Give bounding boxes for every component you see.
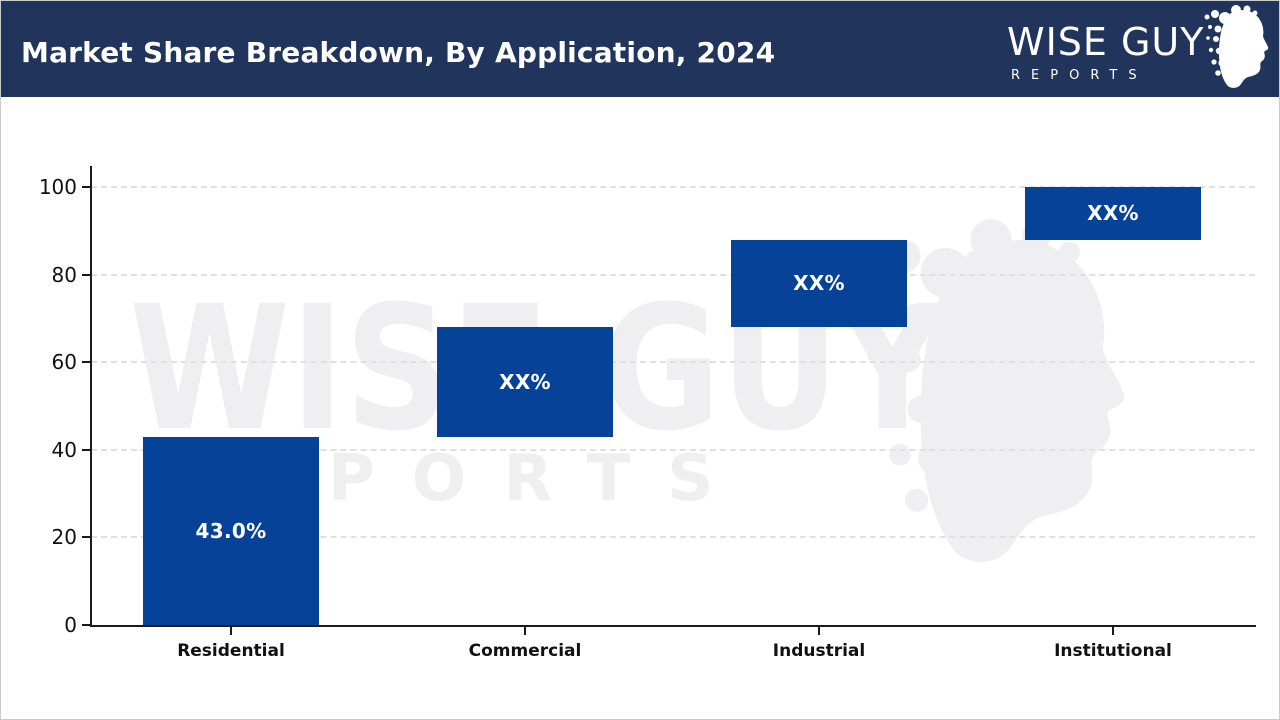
bar-value-label: XX% <box>1087 201 1139 226</box>
y-axis <box>90 166 92 627</box>
y-tick-label: 20 <box>51 525 77 550</box>
y-tick-mark <box>82 448 91 451</box>
x-tick-mark <box>818 627 820 635</box>
gridline <box>91 361 1255 364</box>
bar-value-label: XX% <box>499 369 551 394</box>
x-tick-mark <box>524 627 526 635</box>
gridline <box>91 186 1255 188</box>
y-tick-mark <box>82 273 91 276</box>
x-axis <box>90 625 1256 627</box>
x-tick-label: Industrial <box>772 641 866 661</box>
chart-area: 0 20 40 60 80 100 43.0% Residential XX% Commercia… <box>1 97 1279 719</box>
y-tick-mark <box>82 186 91 188</box>
x-tick-label: Institutional <box>1054 641 1172 661</box>
y-tick-label: 40 <box>51 437 77 462</box>
logo-wordmark: WISE GUY <box>1007 20 1204 64</box>
bar-institutional: XX% <box>1025 187 1201 240</box>
y-tick-mark <box>82 361 91 364</box>
x-tick-label: Commercial <box>468 641 582 661</box>
logo-reports-label: REPORTS <box>1011 68 1148 83</box>
bar-residential: 43.0% <box>143 436 319 625</box>
gridline <box>91 536 1255 539</box>
x-tick-mark <box>230 627 232 635</box>
y-tick-label: 60 <box>51 350 77 375</box>
header-bar: Market Share Breakdown, By Application, … <box>1 1 1279 97</box>
y-tick-label: 100 <box>38 175 77 199</box>
y-tick-mark <box>82 624 91 626</box>
y-tick-label: 80 <box>51 262 77 287</box>
x-tick-mark <box>1112 627 1114 635</box>
bar-industrial: XX% <box>731 239 907 328</box>
brand-logo: WISE GUY REPORTS <box>1007 5 1269 88</box>
y-tick-mark <box>82 536 91 539</box>
page-title: Market Share Breakdown, By Application, … <box>21 35 776 69</box>
logo-head-dots-icon <box>1204 5 1269 88</box>
x-tick-label: Residential <box>177 641 285 661</box>
y-tick-label: 0 <box>64 613 77 637</box>
gridline <box>91 273 1255 276</box>
gridline <box>91 448 1255 451</box>
bar-value-label: XX% <box>793 271 845 296</box>
bar-value-label: 43.0% <box>195 518 267 543</box>
bar-commercial: XX% <box>437 327 613 437</box>
